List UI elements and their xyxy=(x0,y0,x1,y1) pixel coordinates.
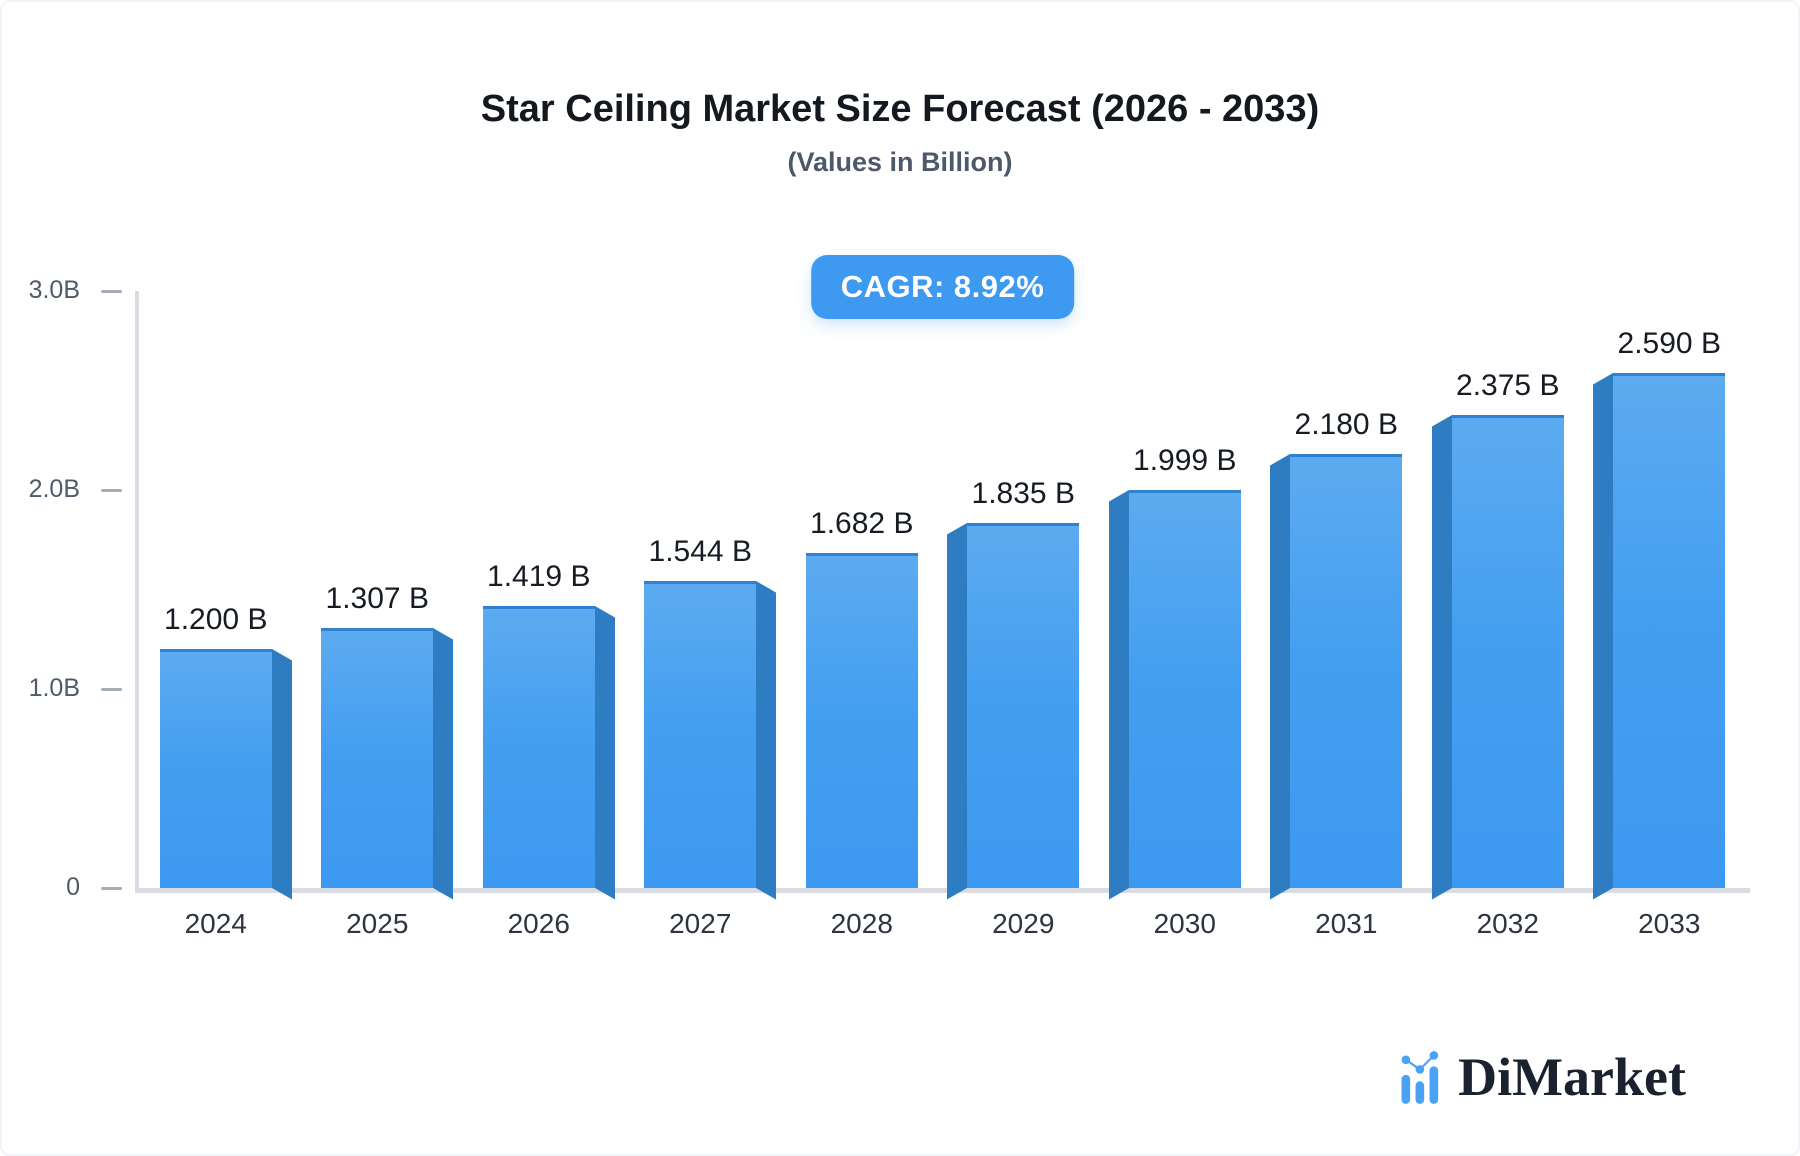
y-tick-label-2.0B: 2.0B xyxy=(28,475,80,504)
x-axis-label-2026: 2026 xyxy=(507,908,570,939)
bar-face xyxy=(644,580,757,888)
bar-chart-logo-icon xyxy=(1401,1051,1439,1104)
y-tick-mark xyxy=(101,887,122,890)
bar-slot-2025: 1.307 B 2025 xyxy=(297,291,459,939)
y-tick-mark xyxy=(101,290,122,293)
x-axis-label-2031: 2031 xyxy=(1315,908,1378,939)
y-tick-mark xyxy=(101,489,122,493)
bar-value-label: 1.419 B xyxy=(487,559,591,593)
bar-value-label: 1.682 B xyxy=(810,507,914,541)
page-subtitle: (Values in Billion) xyxy=(787,147,1013,177)
bar-value-label: 1.544 B xyxy=(648,534,752,568)
bar-face xyxy=(1290,454,1403,888)
bar-face xyxy=(967,522,1080,888)
y-tick-mark xyxy=(101,688,122,692)
bar-side-panel xyxy=(433,627,454,900)
bar-face xyxy=(1451,415,1564,888)
bar-slot-2029: 1.835 B 2029 xyxy=(943,291,1105,939)
bar-slot-2027: 1.544 B 2027 xyxy=(620,291,782,939)
bar-slot-2030: 1.999 B 2030 xyxy=(1104,291,1266,939)
bar-side-panel xyxy=(1431,415,1452,900)
chart-plot-area: CAGR: 8.92% 0 1.0B 2.0B 3.0B 1.200 B 2024 1.3… xyxy=(29,255,1751,939)
y-tick-label-0: 0 xyxy=(66,873,80,901)
cagr-badge: CAGR: 8.92% xyxy=(810,255,1075,319)
bar-value-label: 1.835 B xyxy=(971,476,1075,510)
bar-slot-2033: 2.590 B 2033 xyxy=(1589,291,1751,939)
x-axis-label-2025: 2025 xyxy=(346,908,409,939)
bar-value-label: 2.375 B xyxy=(1456,369,1560,403)
bar-2030: 1.999 B xyxy=(1108,444,1241,900)
bar-slot-2026: 1.419 B 2026 xyxy=(458,291,620,939)
bar-side-panel xyxy=(1270,454,1291,900)
bar-2025: 1.307 B xyxy=(321,582,454,900)
bar-slot-2028: 1.682 B 2028 xyxy=(781,291,943,939)
bar-face xyxy=(805,553,918,888)
bar-face xyxy=(1613,372,1726,888)
bar-2026: 1.419 B xyxy=(482,560,615,900)
logo-text: DiMarket xyxy=(1458,1047,1686,1107)
bar-face xyxy=(482,605,595,888)
bar-side-panel xyxy=(947,522,968,900)
bar-2027: 1.544 B xyxy=(644,535,777,900)
bar-2031: 2.180 B xyxy=(1270,408,1403,900)
bar-slot-2031: 2.180 B 2031 xyxy=(1266,291,1428,939)
x-axis-label-2027: 2027 xyxy=(669,908,732,939)
bar-slot-2032: 2.375 B 2032 xyxy=(1427,291,1589,939)
bar-side-panel xyxy=(1108,490,1129,900)
y-tick-label-3.0B: 3.0B xyxy=(28,276,80,304)
bar-value-label: 2.590 B xyxy=(1617,326,1721,360)
bar-2032: 2.375 B xyxy=(1431,369,1564,900)
bar-side-panel xyxy=(594,605,615,900)
bar-slot-2024: 1.200 B 2024 xyxy=(135,291,297,939)
x-axis-label-2024: 2024 xyxy=(184,908,247,939)
x-axis-label-2030: 2030 xyxy=(1153,908,1216,939)
x-axis-label-2033: 2033 xyxy=(1638,908,1701,939)
y-axis-line xyxy=(135,291,139,888)
bar-2024: 1.200 B xyxy=(159,603,292,900)
bar-value-label: 1.307 B xyxy=(325,581,429,615)
page-title: Star Ceiling Market Size Forecast (2026 … xyxy=(480,88,1320,130)
dimarket-logo: DiMarket xyxy=(1400,1046,1686,1108)
bar-value-label: 1.200 B xyxy=(164,603,268,637)
bar-face xyxy=(159,649,272,888)
bar-value-label: 2.180 B xyxy=(1294,408,1398,442)
y-tick-label-1.0B: 1.0B xyxy=(28,674,80,703)
bar-2029: 1.835 B xyxy=(947,477,1080,900)
bar-face xyxy=(321,627,434,888)
bar-side-panel xyxy=(756,580,777,900)
bar-value-label: 1.999 B xyxy=(1133,444,1237,478)
bars-container: 1.200 B 2024 1.307 B 2025 1.419 B 2026 1.544 B… xyxy=(135,291,1751,939)
bar-2033: 2.590 B xyxy=(1593,327,1726,900)
bar-side-panel xyxy=(271,649,292,900)
x-axis-label-2032: 2032 xyxy=(1476,908,1539,939)
bar-side-panel xyxy=(1593,372,1614,900)
x-axis-baseline xyxy=(135,888,1750,893)
x-axis-label-2029: 2029 xyxy=(992,908,1055,939)
bar-face xyxy=(1128,490,1241,888)
x-axis-label-2028: 2028 xyxy=(830,908,893,939)
bar-2028: 1.682 B xyxy=(805,507,918,888)
